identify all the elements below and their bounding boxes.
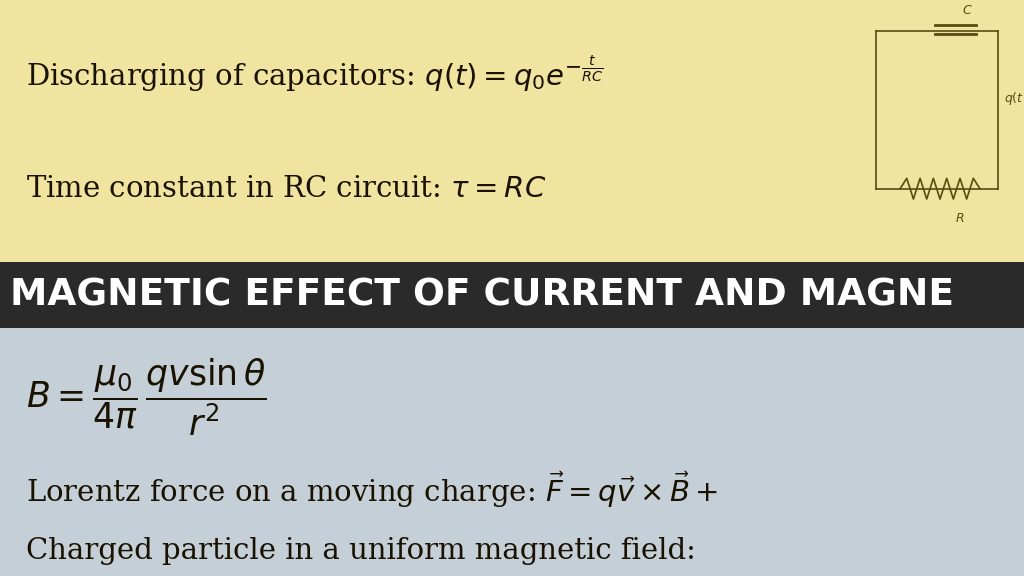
Text: MAGNETIC EFFECT OF CURRENT AND MAGNE: MAGNETIC EFFECT OF CURRENT AND MAGNE bbox=[10, 277, 954, 313]
FancyBboxPatch shape bbox=[0, 0, 1024, 262]
Text: $C$: $C$ bbox=[962, 4, 972, 17]
FancyBboxPatch shape bbox=[0, 328, 1024, 576]
Text: Discharging of capacitors: $q(t) = q_0 e^{-\frac{t}{RC}}$: Discharging of capacitors: $q(t) = q_0 e… bbox=[26, 53, 603, 93]
FancyBboxPatch shape bbox=[0, 262, 1024, 328]
Text: $q(t$: $q(t$ bbox=[1004, 90, 1024, 107]
Text: $B = \dfrac{\mu_0}{4\pi}\,\dfrac{qv\sin\theta}{r^2}$: $B = \dfrac{\mu_0}{4\pi}\,\dfrac{qv\sin\… bbox=[26, 357, 266, 438]
Text: $R$: $R$ bbox=[955, 212, 965, 225]
Text: Lorentz force on a moving charge: $\vec{F} = q\vec{v} \times \vec{B} +$: Lorentz force on a moving charge: $\vec{… bbox=[26, 469, 718, 510]
Text: Time constant in RC circuit: $\tau = RC$: Time constant in RC circuit: $\tau = RC$ bbox=[26, 175, 546, 203]
Text: Charged particle in a uniform magnetic field:: Charged particle in a uniform magnetic f… bbox=[26, 537, 695, 565]
